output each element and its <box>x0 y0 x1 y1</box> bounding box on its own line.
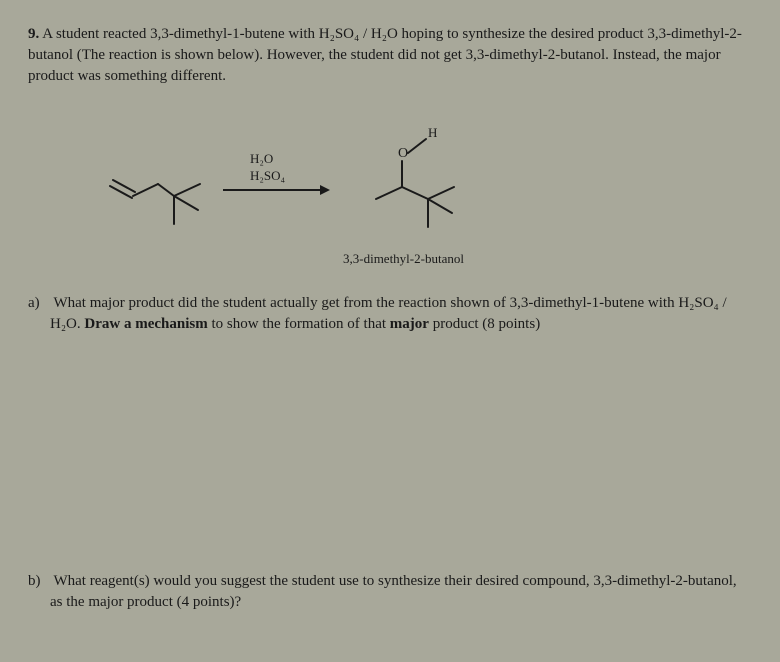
part-b: b) What reagent(s) would you suggest the… <box>50 571 752 613</box>
problem-container: 9. A student reacted 3,3-dimethyl-1-bute… <box>28 24 752 613</box>
part-b-letter: b) <box>28 571 50 592</box>
problem-intro: 9. A student reacted 3,3-dimethyl-1-bute… <box>28 24 752 87</box>
part-a-letter: a) <box>28 293 50 314</box>
reagent-h2o: H₂O <box>250 151 285 168</box>
product-name-label: 3,3-dimethyl-2-butanol <box>343 251 464 267</box>
hydrogen-label: H <box>428 125 437 140</box>
problem-number: 9. <box>28 26 39 42</box>
intro-text-content: A student reacted 3,3-dimethyl-1-butene … <box>28 26 742 84</box>
product-structure: O H <box>368 121 498 251</box>
part-a-bold-2: major <box>390 316 429 332</box>
reaction-diagram: H₂O H₂SO₄ O H <box>28 111 752 281</box>
part-a: a) What major product did the student ac… <box>50 293 752 335</box>
oxygen-label: O <box>398 146 408 161</box>
part-a-bold-1: Draw a mechanism <box>84 316 207 332</box>
part-a-text-2: to show the formation of that <box>208 316 390 332</box>
part-b-text: What reagent(s) would you suggest the st… <box>50 573 737 610</box>
reagent-h2so4: H₂SO₄ <box>250 168 285 185</box>
reactant-structure <box>108 166 218 236</box>
part-a-text-3: product (8 points) <box>429 316 540 332</box>
reaction-arrow <box>223 189 328 191</box>
reagent-labels: H₂O H₂SO₄ <box>250 151 285 185</box>
